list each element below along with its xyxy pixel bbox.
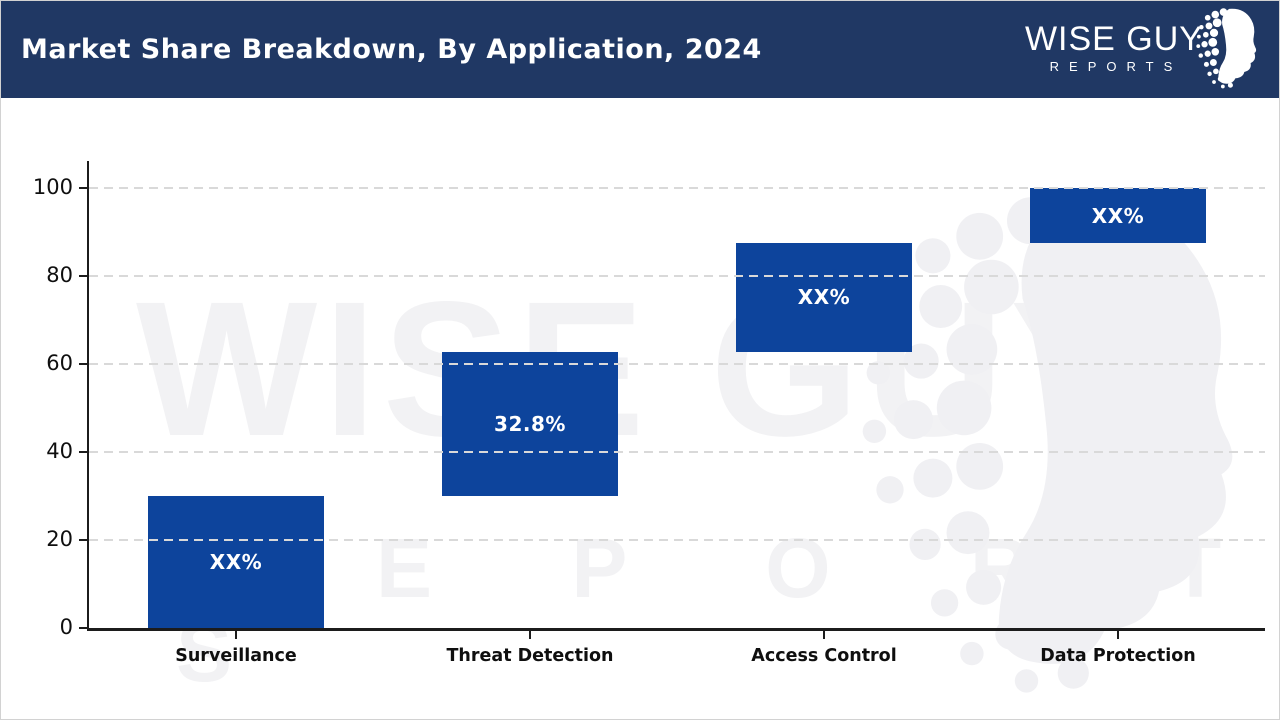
chart: WISE GUY R E P O R T S 0 20 40 60 80 100 XX% Su… xyxy=(1,98,1279,719)
gridline-20 xyxy=(89,539,1265,541)
header: Market Share Breakdown, By Application, … xyxy=(1,1,1279,98)
logo-subtitle: REPORTS xyxy=(1049,59,1183,75)
logo-title: WISE GUY xyxy=(1024,19,1203,58)
bar-value-label: XX% xyxy=(209,550,263,574)
x-axis-tick-0 xyxy=(235,631,237,639)
logo-head-icon xyxy=(1189,7,1263,89)
gridline-40 xyxy=(89,451,1265,453)
bar-access-control: XX% xyxy=(736,243,912,352)
y-axis-line xyxy=(87,161,89,630)
logo-wordmark: WISE GUY REPORTS xyxy=(1024,19,1203,75)
bar-value-label: XX% xyxy=(1091,203,1145,228)
y-axis-tick-0 xyxy=(79,627,87,629)
x-axis-label-1: Threat Detection xyxy=(446,646,614,666)
x-axis-line xyxy=(87,628,1265,631)
bar-data-protection: XX% xyxy=(1030,188,1206,243)
x-axis-label-3: Data Protection xyxy=(1040,646,1196,666)
y-axis-tick-60 xyxy=(79,363,87,365)
x-axis-tick-1 xyxy=(529,631,531,639)
x-axis-label-0: Surveillance xyxy=(175,646,297,666)
y-axis-label-100: 100 xyxy=(32,175,73,199)
y-axis-tick-80 xyxy=(79,275,87,277)
bar-value-label: 32.8% xyxy=(494,411,566,436)
bar-surveillance: XX% xyxy=(148,496,324,628)
y-axis-label-0: 0 xyxy=(59,615,73,639)
gridline-100 xyxy=(89,187,1265,189)
plot-area: 0 20 40 60 80 100 XX% Surveillance 32.8% Threat D… xyxy=(33,161,1265,666)
gridline-60 xyxy=(89,363,1265,365)
y-axis-label-20: 20 xyxy=(46,527,73,551)
gridline-80 xyxy=(89,275,1265,277)
bar-value-label: XX% xyxy=(797,285,851,310)
x-axis-tick-2 xyxy=(823,631,825,639)
bar-threat-detection: 32.8% xyxy=(442,351,618,496)
page-title: Market Share Breakdown, By Application, … xyxy=(21,34,762,65)
y-axis-tick-20 xyxy=(79,539,87,541)
y-axis-tick-100 xyxy=(79,187,87,189)
x-axis-label-2: Access Control xyxy=(751,646,897,666)
x-axis-tick-3 xyxy=(1117,631,1119,639)
y-axis-label-40: 40 xyxy=(46,439,73,463)
y-axis-label-80: 80 xyxy=(46,263,73,287)
y-axis-label-60: 60 xyxy=(46,351,73,375)
wise-guy-logo: WISE GUY REPORTS xyxy=(1025,7,1263,89)
y-axis-tick-40 xyxy=(79,451,87,453)
